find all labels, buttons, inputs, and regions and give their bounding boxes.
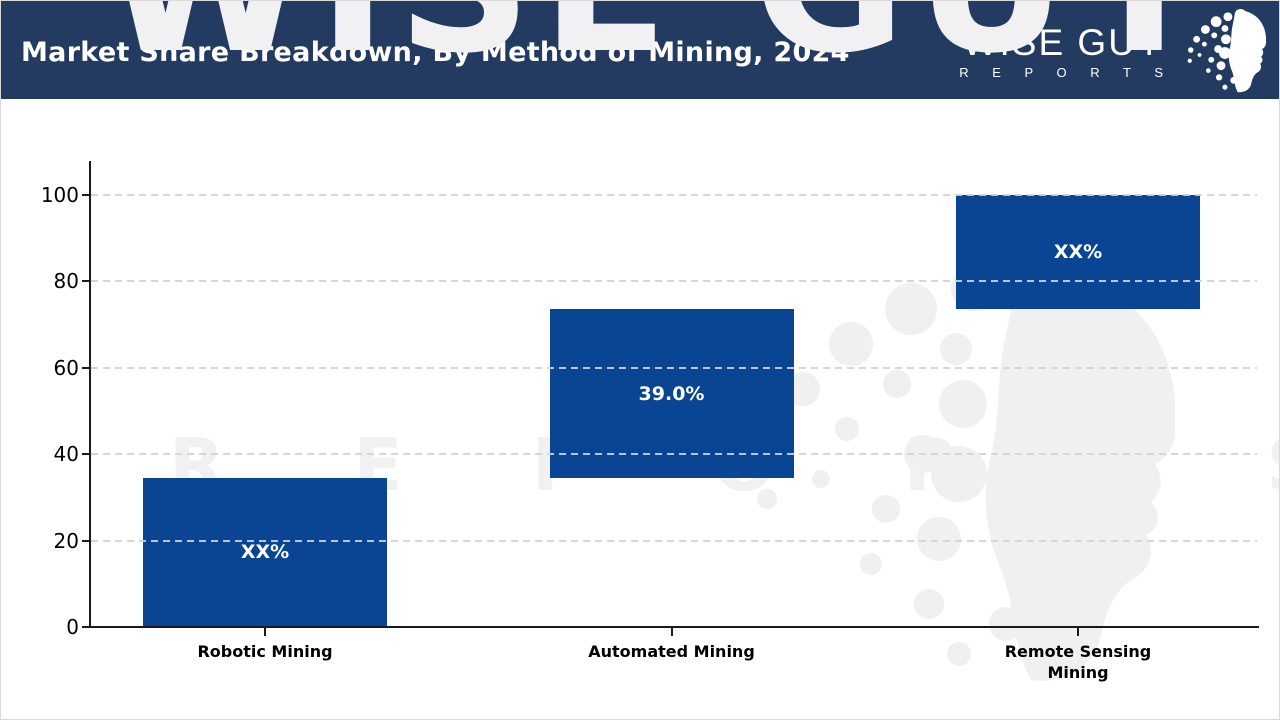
wiseguy-head-icon	[1187, 8, 1267, 93]
gridline	[91, 280, 1257, 283]
y-tick-mark	[82, 453, 90, 456]
y-axis-line	[89, 161, 91, 628]
y-tick-label: 40	[53, 442, 79, 467]
x-axis-label: Remote Sensing Mining	[1004, 642, 1152, 682]
y-tick-label: 0	[66, 615, 79, 639]
y-tick-label: 20	[53, 528, 79, 553]
y-tick-mark	[82, 626, 90, 628]
y-tick-mark	[82, 539, 90, 542]
x-tick-mark	[1077, 628, 1079, 636]
x-tick-mark	[670, 628, 673, 636]
y-tick-label: 60	[53, 355, 79, 380]
gridline	[91, 539, 1257, 542]
y-tick-label: 100	[40, 183, 79, 207]
watermark-wordmark: WISE GUY	[103, 1, 1222, 79]
wiseguy-logo-line1: WISE GUY	[962, 22, 1164, 63]
bar-value-label: 39.0%	[638, 382, 705, 405]
bar-value-label: XX%	[240, 541, 290, 564]
chart-title: Market Share Breakdown, By Method of Min…	[21, 37, 850, 68]
y-tick-mark	[82, 280, 90, 283]
wiseguy-logo-text: WISE GUY R E P O R T S	[953, 22, 1173, 80]
x-axis-label: Automated Mining	[588, 642, 755, 661]
bar-automated-mining	[549, 309, 794, 478]
gridline	[91, 194, 1257, 196]
gridline	[91, 366, 1257, 369]
wiseguy-logo-line2: R E P O R T S	[959, 65, 1173, 80]
y-tick-mark	[82, 194, 90, 196]
bar-robotic-mining	[143, 477, 387, 627]
bar-value-label: XX%	[1053, 241, 1103, 264]
gridline	[91, 453, 1257, 456]
x-axis-line	[89, 626, 1259, 628]
x-axis-label: Robotic Mining	[197, 642, 333, 661]
y-tick-mark	[82, 366, 90, 369]
header-bar: Market Share Breakdown, By Method of Min…	[1, 1, 1279, 99]
wiseguy-logo: WISE GUY R E P O R T S	[953, 7, 1267, 95]
y-tick-label: 80	[53, 269, 79, 294]
bar-remote-sensing-mining	[956, 195, 1200, 310]
x-tick-mark	[264, 628, 266, 636]
